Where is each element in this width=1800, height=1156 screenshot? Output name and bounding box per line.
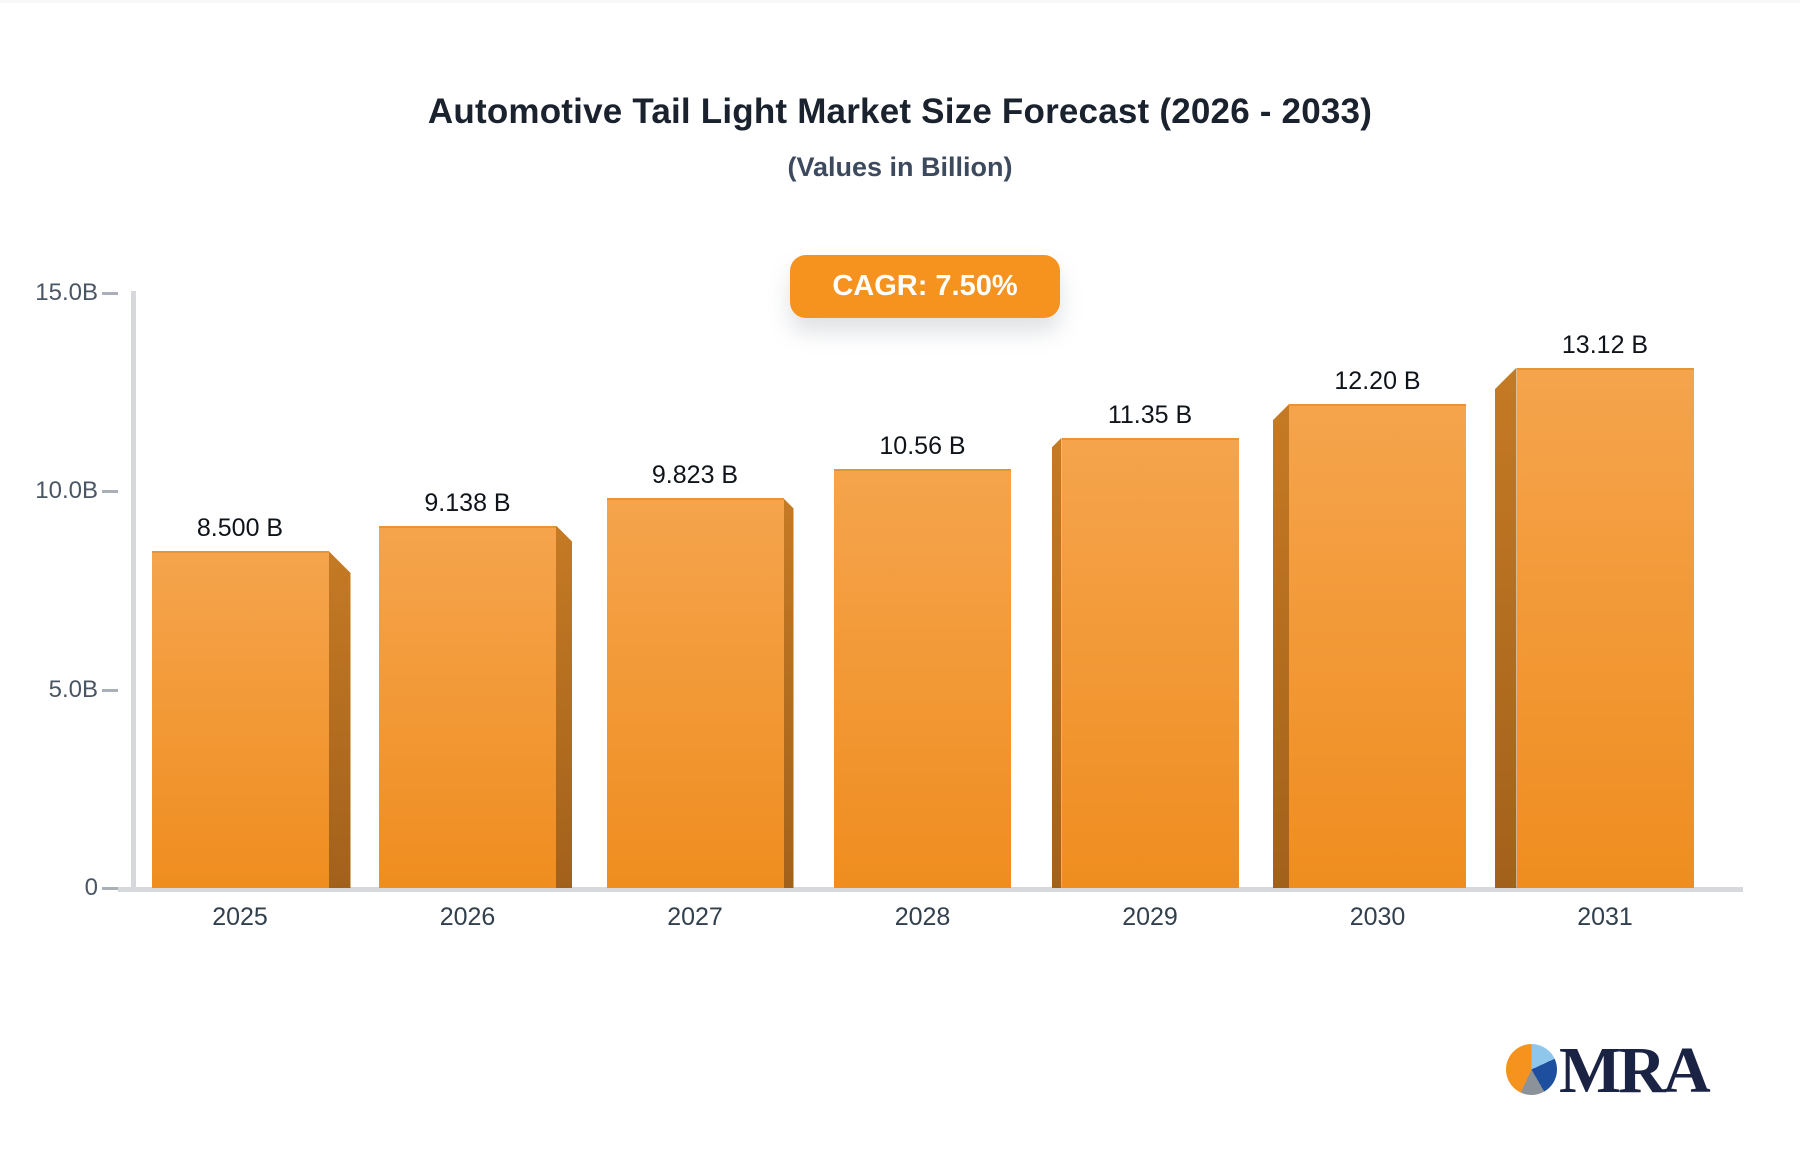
bar-3d-side	[783, 498, 794, 888]
bar-value-label: 9.823 B	[651, 461, 739, 490]
y-axis-tick	[102, 490, 118, 494]
bar-3d-side	[1273, 404, 1289, 888]
bar-face	[1061, 437, 1239, 888]
bar-value-label: 10.56 B	[879, 432, 966, 461]
bar-value-label: 12.20 B	[1334, 367, 1421, 396]
chart-subtitle: (Values in Billion)	[787, 152, 1013, 182]
y-axis-tick-label: 10.0B	[35, 477, 98, 505]
x-axis-category-label: 2029	[1122, 903, 1178, 931]
bar-value-label: 9.138 B	[424, 488, 511, 517]
bar-2029	[1051, 437, 1239, 888]
y-axis-tick	[102, 887, 118, 890]
cagr-badge-label: CAGR: 7.50%	[832, 270, 1018, 302]
x-axis-category-label: 2026	[439, 903, 496, 931]
bar-face	[834, 469, 1011, 888]
cagr-badge: CAGR: 7.50%	[790, 255, 1060, 318]
page-top-border	[0, 0, 1800, 3]
x-axis-category-label: 2031	[1577, 903, 1633, 931]
bar-2025	[151, 550, 351, 888]
y-axis-line	[131, 291, 136, 890]
bar-3d-side	[1494, 367, 1517, 888]
bar-value-label: 8.500 B	[196, 513, 284, 542]
brand-logo: MRA	[1506, 1034, 1711, 1111]
x-axis-category-label: 2028	[894, 903, 951, 931]
y-axis-tick	[102, 292, 118, 295]
bar-face	[1289, 404, 1466, 888]
x-axis-category-label: 2027	[667, 903, 723, 931]
bar-2030	[1273, 404, 1466, 888]
y-axis-tick	[102, 688, 118, 692]
y-axis-tick-label: 15.0B	[35, 279, 98, 306]
bar-value-label: 13.12 B	[1561, 330, 1649, 359]
bar-2027	[606, 498, 794, 888]
bar-face	[606, 498, 784, 888]
x-axis-category-label: 2030	[1349, 903, 1406, 931]
y-axis-tick-label: 0	[84, 874, 98, 901]
bar-face	[151, 550, 329, 888]
chart-title: Automotive Tail Light Market Size Foreca…	[427, 92, 1373, 131]
bar-value-label: 11.35 B	[1107, 400, 1193, 429]
bar-face	[1516, 367, 1694, 888]
y-axis-tick-label: 5.0B	[48, 675, 98, 703]
bar-3d-side	[556, 525, 572, 888]
bar-2026	[379, 525, 572, 888]
x-axis-baseline	[118, 887, 1743, 892]
bar-3d-side	[328, 550, 351, 888]
x-axis-category-label: 2025	[212, 903, 268, 931]
bar-3d-side	[1051, 437, 1062, 888]
bar-face	[379, 525, 556, 888]
bar-2028	[834, 469, 1011, 888]
bar-2031	[1494, 367, 1694, 888]
pie-chart-logo-icon	[1506, 1044, 1557, 1095]
brand-wordmark: MRA	[1559, 1034, 1711, 1107]
